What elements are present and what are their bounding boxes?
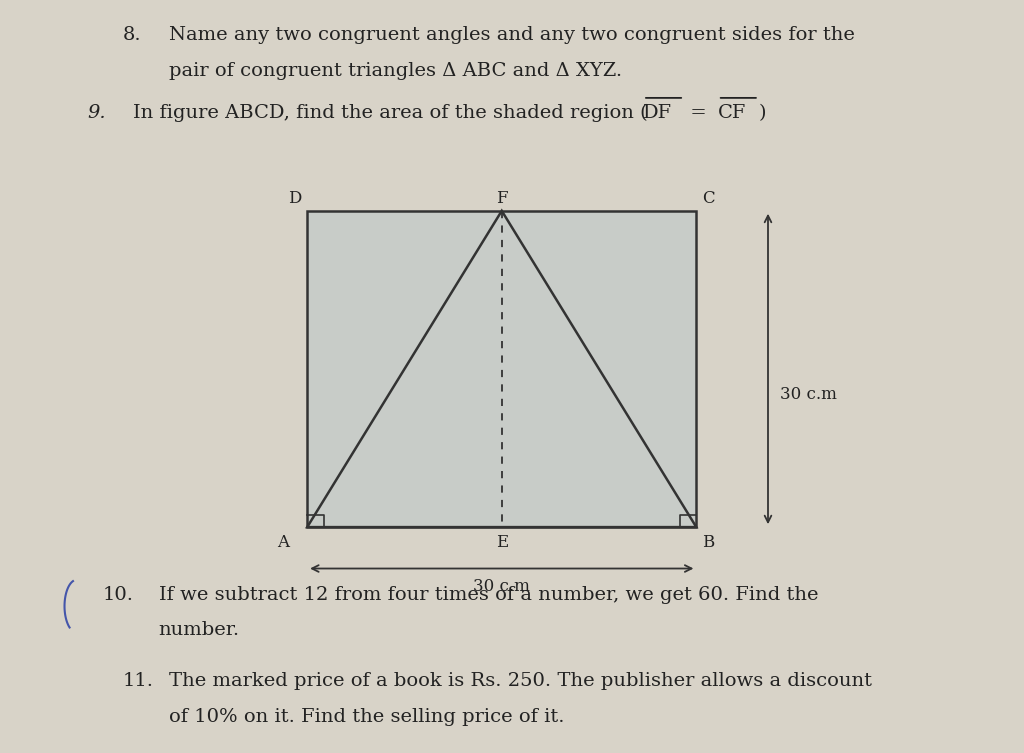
Text: CF: CF [718,104,746,122]
Text: The marked price of a book is Rs. 250. The publisher allows a discount: The marked price of a book is Rs. 250. T… [169,672,872,691]
Text: A: A [276,534,289,551]
Text: D: D [289,190,302,207]
Text: If we subtract 12 from four times of a number, we get 60. Find the: If we subtract 12 from four times of a n… [159,586,818,604]
Text: 8.: 8. [123,26,141,44]
Text: C: C [701,190,715,207]
Text: 10.: 10. [102,586,133,604]
Text: In figure ABCD, find the area of the shaded region (: In figure ABCD, find the area of the sha… [133,104,648,122]
Text: B: B [701,534,714,551]
Text: F: F [496,190,508,207]
Text: DF: DF [643,104,672,122]
Polygon shape [307,211,696,527]
Text: 11.: 11. [123,672,154,691]
Text: pair of congruent triangles Δ ABC and Δ XYZ.: pair of congruent triangles Δ ABC and Δ … [169,62,623,80]
Text: number.: number. [159,621,240,639]
Text: ): ) [759,104,766,122]
Text: Name any two congruent angles and any two congruent sides for the: Name any two congruent angles and any tw… [169,26,855,44]
Text: E: E [496,534,508,551]
Text: of 10% on it. Find the selling price of it.: of 10% on it. Find the selling price of … [169,708,564,726]
Polygon shape [307,211,696,527]
Text: 9.: 9. [87,104,105,122]
Text: 30 c.m: 30 c.m [780,386,838,403]
Text: =: = [684,104,713,122]
Text: 30 c.m: 30 c.m [473,578,530,595]
